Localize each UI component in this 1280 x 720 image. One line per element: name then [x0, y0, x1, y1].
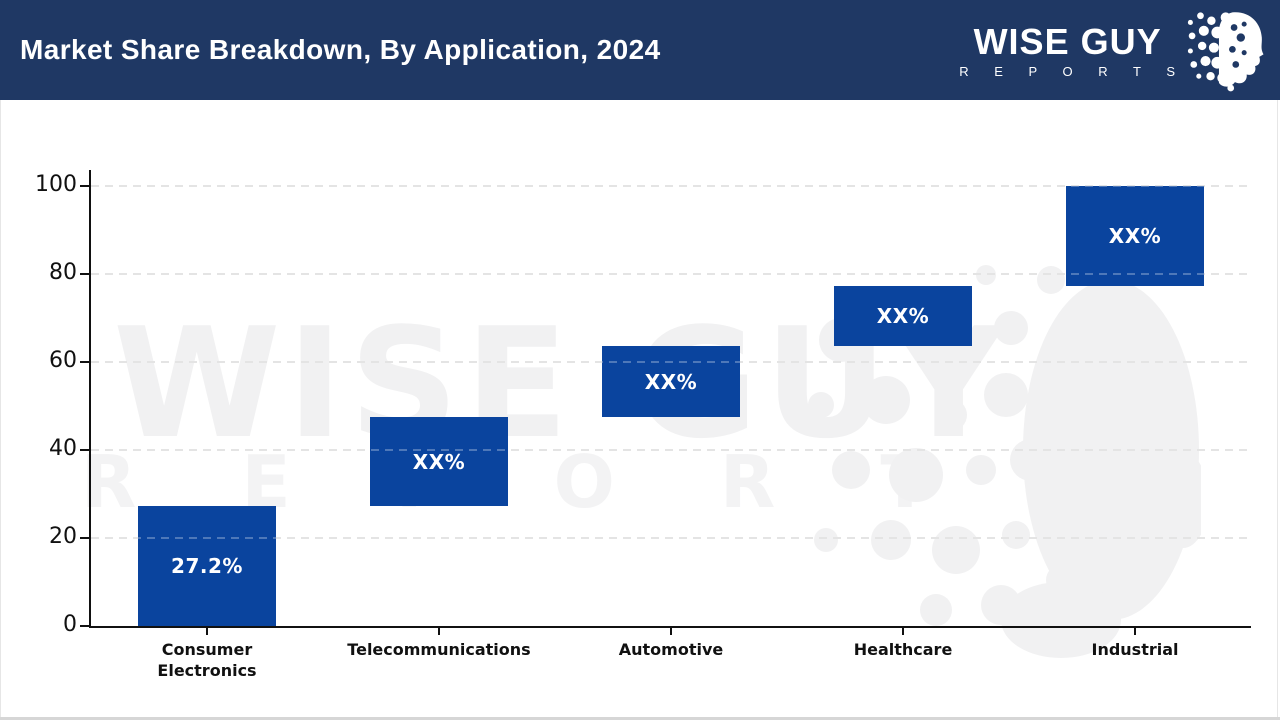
bottom-border [0, 717, 1280, 720]
y-tick-mark [80, 449, 89, 452]
x-tick-mark [1134, 626, 1136, 635]
page-title: Market Share Breakdown, By Application, … [20, 34, 661, 65]
y-tick-label: 100 [35, 172, 77, 198]
gridline-overlay [91, 185, 1251, 188]
y-tick-mark [80, 273, 89, 276]
bar-value-label: XX% [644, 369, 698, 394]
app-header: Market Share Breakdown, By Application, … [0, 0, 1280, 100]
chart-region: WISE GUY R E P O R T S 0 20 40 60 80 100 27.2%… [0, 100, 1278, 717]
logo-wordmark: WISE GUY [973, 20, 1162, 62]
y-tick-label: 80 [49, 260, 77, 286]
bar: XX% [602, 345, 740, 418]
x-tick-mark [206, 626, 208, 635]
y-tick-label: 40 [49, 436, 77, 462]
x-tick-label: Automotive [618, 640, 724, 659]
gridline [91, 273, 1251, 276]
bar: XX% [370, 417, 508, 507]
brand-logo: WISE GUY R E P O R T S [959, 6, 1266, 96]
x-tick-mark [902, 626, 904, 635]
y-tick-mark [80, 537, 89, 540]
x-tick-label: Telecommunications [347, 640, 531, 659]
bar-value-label: 27.2% [171, 554, 243, 579]
logo-subtext: R E P O R T S [959, 63, 1186, 79]
x-tick-mark [438, 626, 440, 635]
y-tick-label: 0 [63, 612, 77, 637]
bar-value-label: XX% [876, 303, 930, 328]
y-tick-mark [80, 361, 89, 364]
bar-value-label: XX% [1108, 224, 1162, 249]
logo-head-icon [1187, 12, 1264, 92]
y-tick-mark [80, 625, 89, 627]
gridline [91, 537, 1251, 540]
y-tick-label: 20 [49, 524, 77, 550]
plot-area: 0 20 40 60 80 100 27.2% XX% XX% XX% XX% Consumer El… [35, 170, 1251, 680]
y-tick-label: 60 [49, 348, 77, 374]
gridline-overlay [91, 537, 1251, 540]
bar: XX% [1066, 186, 1204, 286]
gridline-overlay [91, 449, 1251, 452]
gridline [91, 449, 1251, 452]
brand-text: WISE GUY R E P O R T S [949, 20, 1186, 79]
x-tick-mark [670, 626, 672, 635]
gridline [91, 185, 1251, 188]
x-tick-label: Healthcare [853, 640, 953, 659]
x-tick-label: Consumer Electronics [157, 640, 257, 680]
gridline-overlay [91, 361, 1251, 364]
x-tick-label: Industrial [1091, 640, 1179, 659]
y-tick-mark [80, 185, 89, 188]
bar: XX% [834, 285, 972, 346]
gridline-overlay [91, 273, 1251, 276]
bar: 27.2% [138, 506, 276, 626]
bar-value-label: XX% [412, 449, 466, 474]
